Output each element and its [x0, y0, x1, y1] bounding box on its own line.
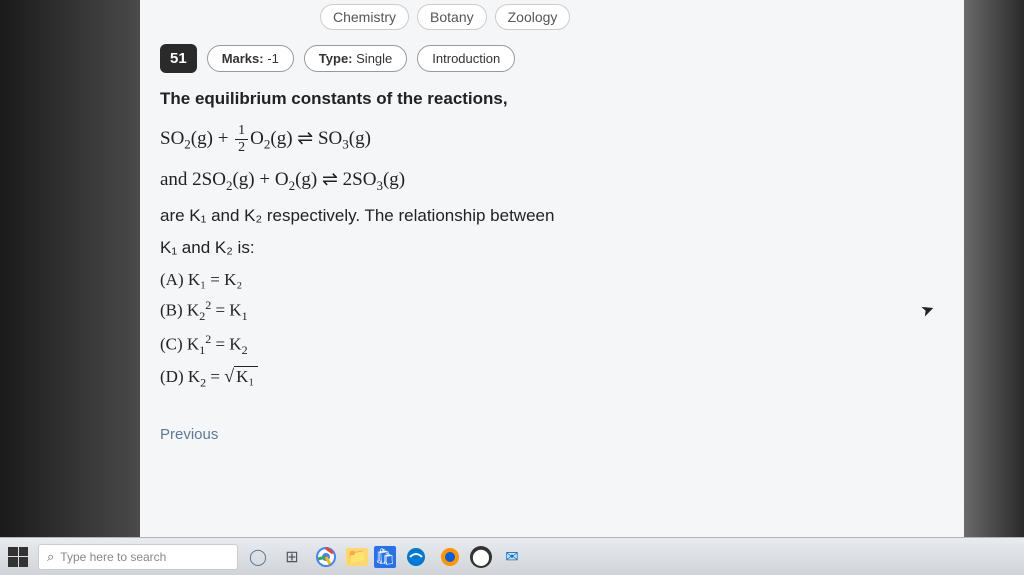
option-b[interactable]: (B) K22 = K1: [160, 298, 944, 324]
option-c[interactable]: (C) K12 = K2: [160, 332, 944, 358]
question-line-are: are K₁ and K₂ respectively. The relation…: [160, 206, 944, 226]
eq-text: (g) + O: [232, 169, 288, 190]
eq-text: O: [250, 128, 264, 149]
taskbar: ⌕ Type here to search ◯ ⊞ 📁 🛍 ⬤ ✉: [0, 537, 1024, 575]
eq-text: (g): [383, 169, 405, 190]
opt-text: =: [206, 367, 224, 386]
opt-text: (D) K: [160, 367, 200, 386]
tab-zoology[interactable]: Zoology: [495, 4, 571, 30]
type-pill: Type: Single: [304, 45, 407, 72]
equation-2: and 2SO2(g) + O2(g) ⇌ 2SO3(g): [160, 168, 944, 194]
previous-button[interactable]: Previous: [160, 426, 218, 443]
marks-value: -1: [267, 51, 279, 66]
frac-num: 1: [235, 123, 248, 140]
eq-text: SO: [160, 128, 184, 149]
eq-text: (g): [349, 128, 371, 149]
task-view-icon[interactable]: ⊞: [278, 543, 306, 571]
eq-text: and 2SO: [160, 169, 226, 190]
opt-text: (C) K: [160, 335, 199, 354]
dark-edge-left: [0, 0, 140, 537]
equation-1: SO2(g) + 12O2(g) ⇌ SO3(g): [160, 123, 944, 156]
option-a[interactable]: (A) K₁ = K₂: [160, 270, 944, 290]
cortana-icon[interactable]: ◯: [244, 543, 272, 571]
dark-edge-right: [964, 0, 1024, 537]
taskbar-search[interactable]: ⌕ Type here to search: [38, 544, 238, 570]
question-prompt: The equilibrium constants of the reactio…: [160, 89, 944, 109]
question-number-badge: 51: [160, 44, 197, 73]
intro-pill[interactable]: Introduction: [417, 45, 515, 72]
firefox-icon[interactable]: [436, 543, 464, 571]
marks-pill: Marks: -1: [207, 45, 294, 72]
windows-start-icon[interactable]: [8, 547, 28, 567]
eq-text: (g) +: [191, 128, 233, 149]
type-value: Single: [356, 51, 392, 66]
search-icon: ⌕: [47, 549, 54, 565]
options-list: (A) K₁ = K₂ (B) K22 = K1 (C) K12 = K2 (D…: [160, 270, 944, 390]
sqrt-body: K₁: [234, 366, 258, 386]
eq-text: (g) ⇌ SO: [270, 128, 342, 149]
eq-text: (g) ⇌ 2SO: [295, 169, 376, 190]
opt-text: (B) K: [160, 300, 199, 319]
file-explorer-icon[interactable]: 📁: [346, 548, 368, 566]
mail-icon[interactable]: ✉: [498, 543, 526, 571]
opt-text: = K: [211, 335, 241, 354]
store-icon[interactable]: 🛍: [374, 546, 396, 568]
edge-icon[interactable]: [402, 543, 430, 571]
tab-chemistry[interactable]: Chemistry: [320, 4, 409, 30]
question-panel: Chemistry Botany Zoology 51 Marks: -1 Ty…: [140, 0, 964, 540]
question-header: 51 Marks: -1 Type: Single Introduction: [160, 44, 944, 73]
question-line-k: K₁ and K₂ is:: [160, 238, 944, 258]
chrome-icon[interactable]: [312, 543, 340, 571]
marks-label: Marks:: [222, 51, 264, 66]
frac-den: 2: [235, 140, 248, 156]
tab-botany[interactable]: Botany: [417, 4, 487, 30]
sqrt: K₁: [224, 366, 258, 387]
opt-text: = K: [211, 300, 241, 319]
fraction: 12: [235, 123, 248, 156]
type-label: Type:: [319, 51, 353, 66]
option-d[interactable]: (D) K2 = K₁: [160, 366, 944, 390]
app-icon[interactable]: ⬤: [470, 546, 492, 568]
subject-tabs: Chemistry Botany Zoology: [320, 0, 944, 34]
search-placeholder: Type here to search: [60, 550, 166, 564]
